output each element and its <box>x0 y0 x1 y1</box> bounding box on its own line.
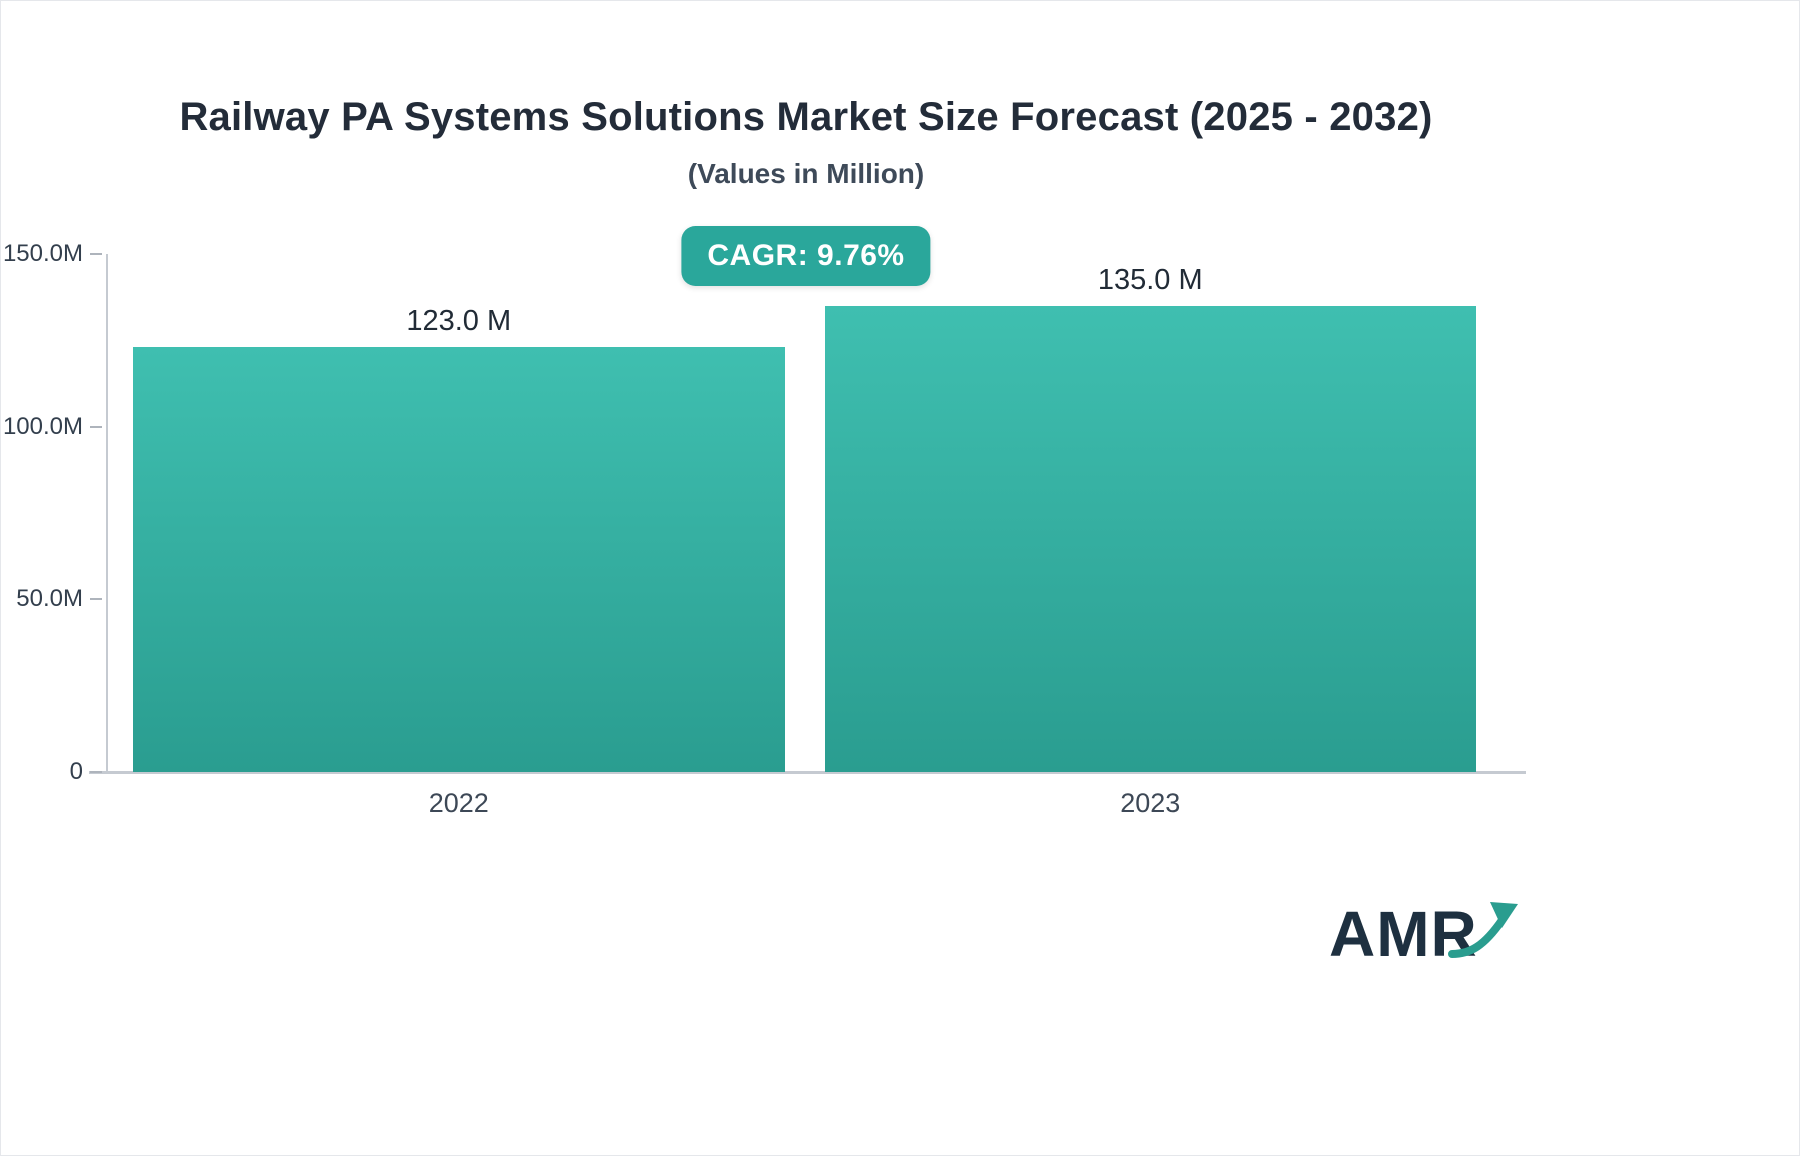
x-axis-tick-label: 2022 <box>428 788 489 818</box>
y-axis-tick-label: 150.0M <box>3 240 102 268</box>
bar-slot: 135.0 M <box>824 254 1476 772</box>
y-axis-tick-label: 50.0M <box>16 585 102 613</box>
bar-slot: 123.0 M <box>133 254 785 772</box>
x-axis-tick-label: 2023 <box>1120 788 1181 818</box>
y-axis-tick-label: 100.0M <box>3 413 102 441</box>
x-axis-line <box>89 771 1526 774</box>
growth-arrow-icon <box>1447 902 1518 958</box>
bar-value-label: 123.0 M <box>406 305 512 338</box>
y-axis-tick-mark <box>90 598 102 601</box>
bars-container: 123.0 M 135.0 M <box>108 254 1521 772</box>
bar-value-label: 135.0 M <box>1097 263 1203 296</box>
x-axis-labels: 2022 2023 <box>108 788 1521 819</box>
y-axis: 0 50.0M 100.0M 150.0M <box>3 240 108 785</box>
amr-logo-text: AMR <box>1329 898 1478 970</box>
cagr-badge: CAGR: 9.76% <box>681 226 931 286</box>
chart-header: Railway PA Systems Solutions Market Size… <box>1 1 1611 190</box>
y-axis-tick-mark <box>90 253 102 255</box>
plot-area: 0 50.0M 100.0M 150.0M 123.0 M 135.0 M 2022 20… <box>3 240 1526 818</box>
amr-logo: AMR <box>1329 897 1522 971</box>
y-axis-tick-label: 0 <box>70 758 102 786</box>
y-axis-tick-mark <box>90 771 102 773</box>
bar-2023 <box>824 305 1476 772</box>
chart-title: Railway PA Systems Solutions Market Size… <box>179 95 1433 139</box>
bar-2022 <box>133 347 785 772</box>
y-axis-tick-mark <box>90 425 102 428</box>
chart-subtitle: (Values in Million) <box>687 158 925 189</box>
